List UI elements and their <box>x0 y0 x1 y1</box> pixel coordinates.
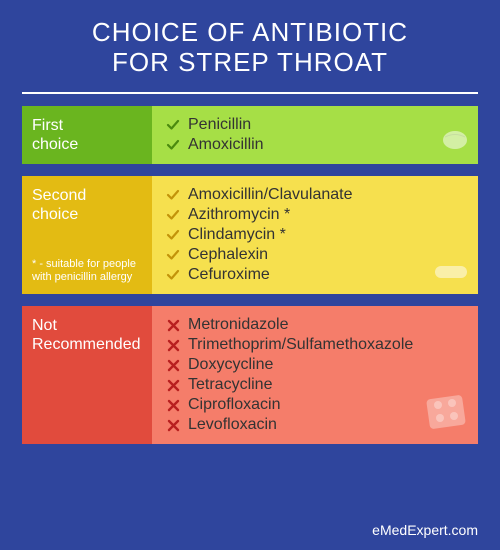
section-label: Not Recommended <box>22 306 152 444</box>
cross-icon <box>164 359 182 372</box>
title-line2: FOR STREP THROAT <box>22 48 478 78</box>
list-item: Azithromycin * <box>164 206 466 224</box>
section-items: Penicillin Amoxicillin <box>152 106 478 164</box>
section-0: First choice Penicillin Amoxicillin <box>22 106 478 164</box>
list-item: Cephalexin <box>164 246 466 264</box>
list-item: Doxycycline <box>164 356 466 374</box>
list-item: Cefuroxime <box>164 266 466 284</box>
item-text: Penicillin <box>188 116 251 134</box>
item-text: Levofloxacin <box>188 416 277 434</box>
list-item: Amoxicillin <box>164 136 466 154</box>
pill-icon <box>432 261 470 288</box>
section-footnote: * - suitable for people with penicillin … <box>32 258 142 284</box>
check-icon <box>164 208 182 222</box>
list-item: Trimethoprim/Sulfamethoxazole <box>164 336 466 354</box>
check-icon <box>164 118 182 132</box>
cross-icon <box>164 419 182 432</box>
pill-icon <box>440 127 470 158</box>
section-label-text: Not Recommended <box>32 316 142 354</box>
item-text: Metronidazole <box>188 316 289 334</box>
section-items: Metronidazole Trimethoprim/Sulfamethoxazo… <box>152 306 478 444</box>
list-item: Clindamycin * <box>164 226 466 244</box>
section-2: Not Recommended Metronidazole Trimethoprim… <box>22 306 478 444</box>
section-label-text: First choice <box>32 116 142 154</box>
check-icon <box>164 248 182 262</box>
check-icon <box>164 228 182 242</box>
item-text: Doxycycline <box>188 356 273 374</box>
check-icon <box>164 188 182 202</box>
page-title: CHOICE OF ANTIBIOTIC FOR STREP THROAT <box>22 18 478 78</box>
section-1: Second choice * - suitable for people wit… <box>22 176 478 294</box>
sections-container: First choice Penicillin Amoxicillin Second … <box>22 106 478 456</box>
list-item: Amoxicillin/Clavulanate <box>164 186 466 204</box>
item-text: Ciprofloxacin <box>188 396 280 414</box>
section-label: First choice <box>22 106 152 164</box>
check-icon <box>164 268 182 282</box>
section-items: Amoxicillin/Clavulanate Azithromycin * Cli… <box>152 176 478 294</box>
cross-icon <box>164 319 182 332</box>
list-item: Penicillin <box>164 116 466 134</box>
list-item: Levofloxacin <box>164 416 466 434</box>
item-text: Trimethoprim/Sulfamethoxazole <box>188 336 413 354</box>
item-text: Cefuroxime <box>188 266 270 284</box>
check-icon <box>164 138 182 152</box>
item-text: Amoxicillin <box>188 136 264 154</box>
item-text: Cephalexin <box>188 246 268 264</box>
pill-icon <box>422 393 470 438</box>
section-label-text: Second choice <box>32 186 142 224</box>
item-text: Tetracycline <box>188 376 272 394</box>
title-line1: CHOICE OF ANTIBIOTIC <box>22 18 478 48</box>
list-item: Tetracycline <box>164 376 466 394</box>
cross-icon <box>164 379 182 392</box>
item-text: Clindamycin * <box>188 226 286 244</box>
divider <box>22 92 478 94</box>
list-item: Metronidazole <box>164 316 466 334</box>
cross-icon <box>164 399 182 412</box>
list-item: Ciprofloxacin <box>164 396 466 414</box>
footer-credit: eMedExpert.com <box>22 518 478 538</box>
section-label: Second choice * - suitable for people wit… <box>22 176 152 294</box>
item-text: Azithromycin * <box>188 206 290 224</box>
item-text: Amoxicillin/Clavulanate <box>188 186 353 204</box>
cross-icon <box>164 339 182 352</box>
